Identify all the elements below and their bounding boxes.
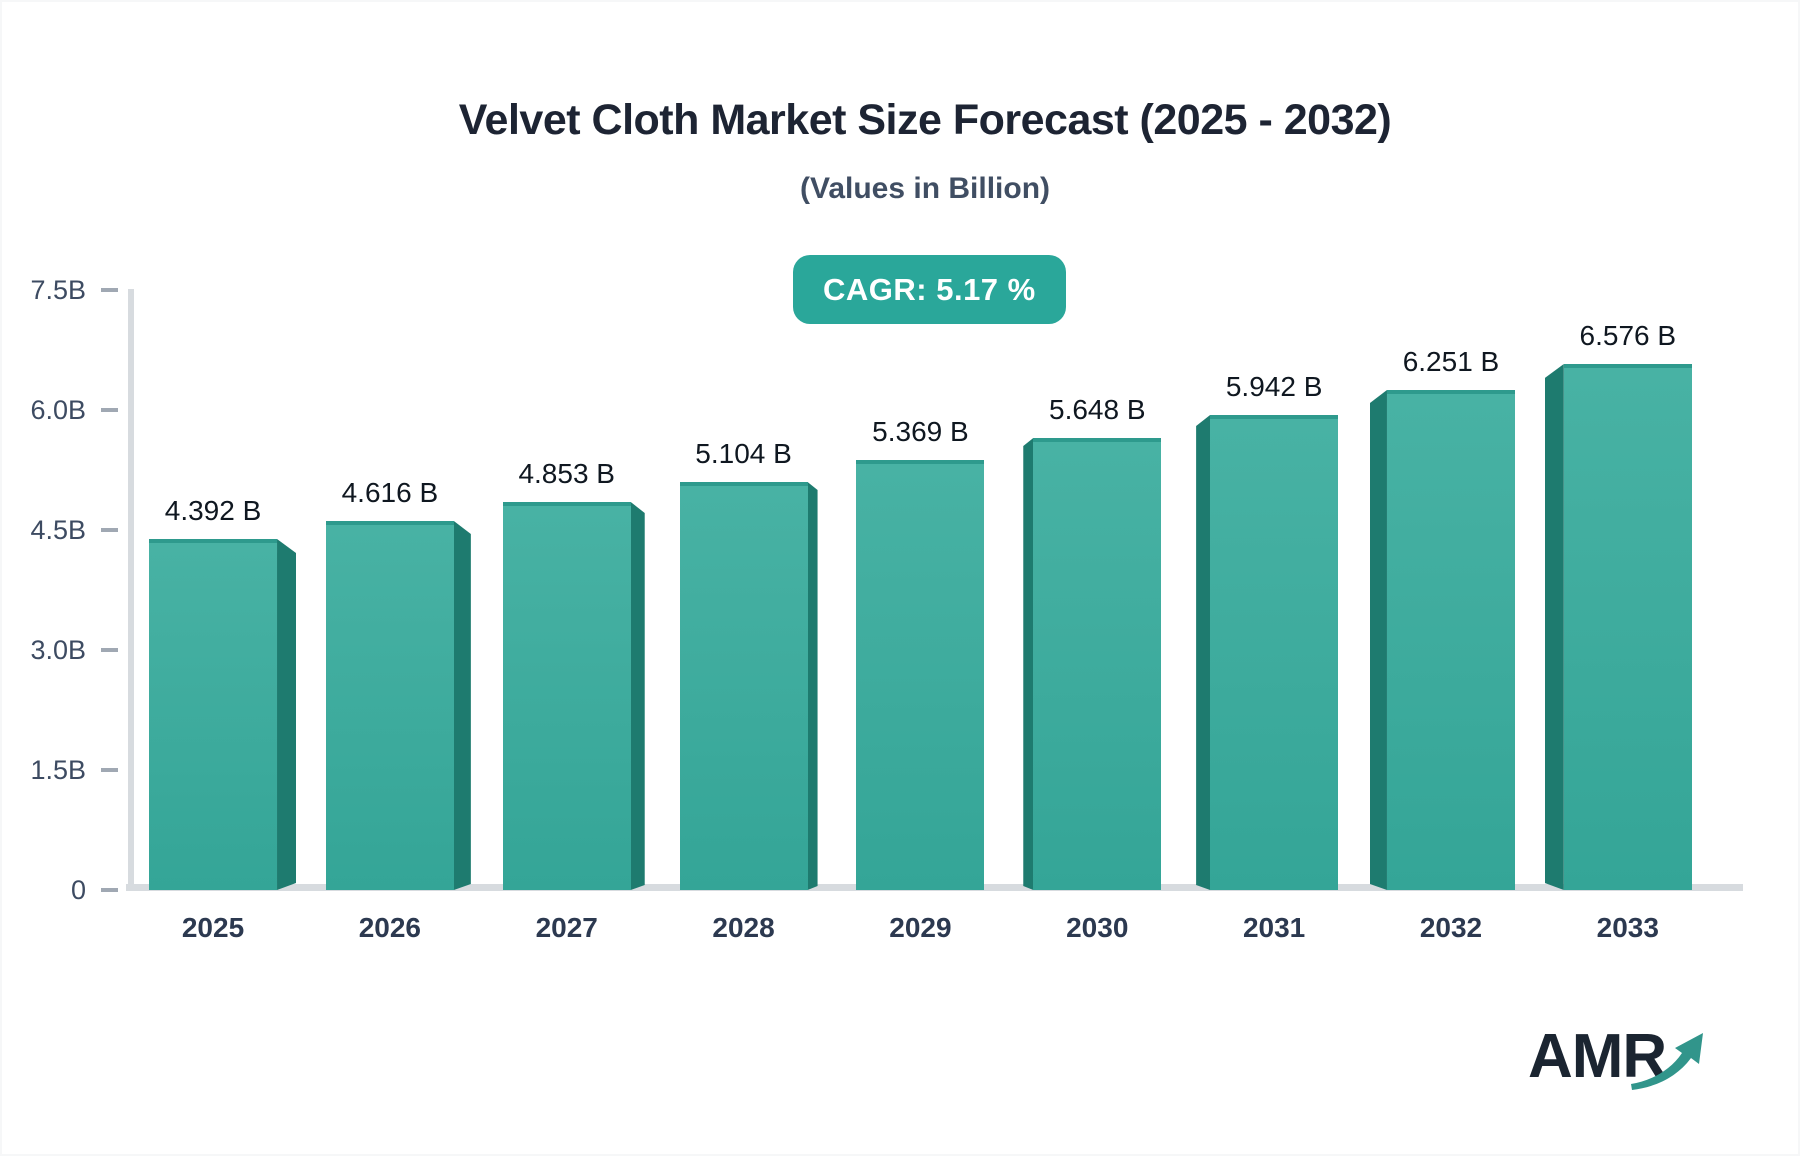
y-tick-label: 7.5B: [30, 275, 86, 305]
bar-value-label: 5.942 B: [1225, 371, 1323, 402]
bar-side: [1196, 415, 1210, 890]
bar-side: [277, 539, 296, 890]
bar-side: [454, 521, 471, 890]
bar-side: [808, 482, 818, 890]
x-axis-label: 2030: [1066, 912, 1129, 943]
y-tick-mark: [101, 288, 118, 292]
bar-2028[interactable]: [679, 482, 808, 890]
x-axis-label: 2033: [1596, 912, 1659, 943]
y-tick-mark: [101, 648, 118, 652]
x-axis-label: 2032: [1419, 912, 1483, 943]
amr-logo: AMR: [1528, 1026, 1713, 1106]
y-tick-mark: [101, 768, 118, 772]
bar-2029[interactable]: [856, 460, 985, 890]
y-tick-mark: [101, 528, 118, 532]
y-tick-label: 4.5B: [30, 515, 86, 545]
bar-2031[interactable]: [1210, 415, 1339, 890]
logo-text: AMR: [1528, 1022, 1667, 1091]
bar-value-label: 5.104 B: [695, 438, 792, 469]
bar-2033[interactable]: [1563, 364, 1692, 890]
x-axis-label: 2028: [712, 912, 775, 943]
x-axis-label: 2027: [535, 912, 598, 943]
bar-2032[interactable]: [1386, 390, 1515, 890]
logo-arrow-icon: [1631, 1033, 1703, 1090]
bar-side: [1370, 390, 1387, 890]
x-axis-label: 2026: [358, 912, 421, 943]
y-tick-label: 0: [70, 875, 86, 905]
bar-value-label: 4.853 B: [518, 458, 615, 489]
x-axis-label: 2029: [889, 912, 952, 943]
cagr-badge-label: CAGR: 5.17 %: [823, 271, 1036, 307]
bar-value-label: 5.369 B: [872, 416, 969, 447]
y-tick-label: 3.0B: [30, 635, 86, 665]
bar-2026[interactable]: [325, 521, 454, 890]
chart-subtitle: (Values in Billion): [799, 172, 1051, 205]
y-axis-line: [128, 289, 134, 890]
y-tick-mark: [101, 888, 118, 892]
bar-value-label: 6.576 B: [1579, 320, 1677, 351]
y-tick-label: 1.5B: [30, 755, 86, 785]
bar-2025[interactable]: [149, 539, 278, 890]
bar-value-label: 4.392 B: [164, 495, 262, 526]
y-tick-mark: [101, 408, 118, 412]
bar-value-label: 5.648 B: [1049, 394, 1146, 425]
chart-title: Velvet Cloth Market Size Forecast (2025 …: [458, 96, 1392, 144]
bar-side: [1545, 364, 1564, 890]
cagr-badge: CAGR: 5.17 %: [793, 255, 1066, 324]
bar-value-label: 6.251 B: [1402, 346, 1500, 377]
bar-side: [1023, 438, 1033, 890]
x-axis-label: 2025: [181, 912, 245, 943]
bar-2030[interactable]: [1033, 438, 1162, 890]
bar-value-label: 4.616 B: [341, 477, 439, 508]
bar-2027[interactable]: [502, 502, 631, 890]
x-axis-label: 2031: [1242, 912, 1306, 943]
y-tick-label: 6.0B: [30, 395, 86, 425]
bar-side: [631, 502, 645, 890]
